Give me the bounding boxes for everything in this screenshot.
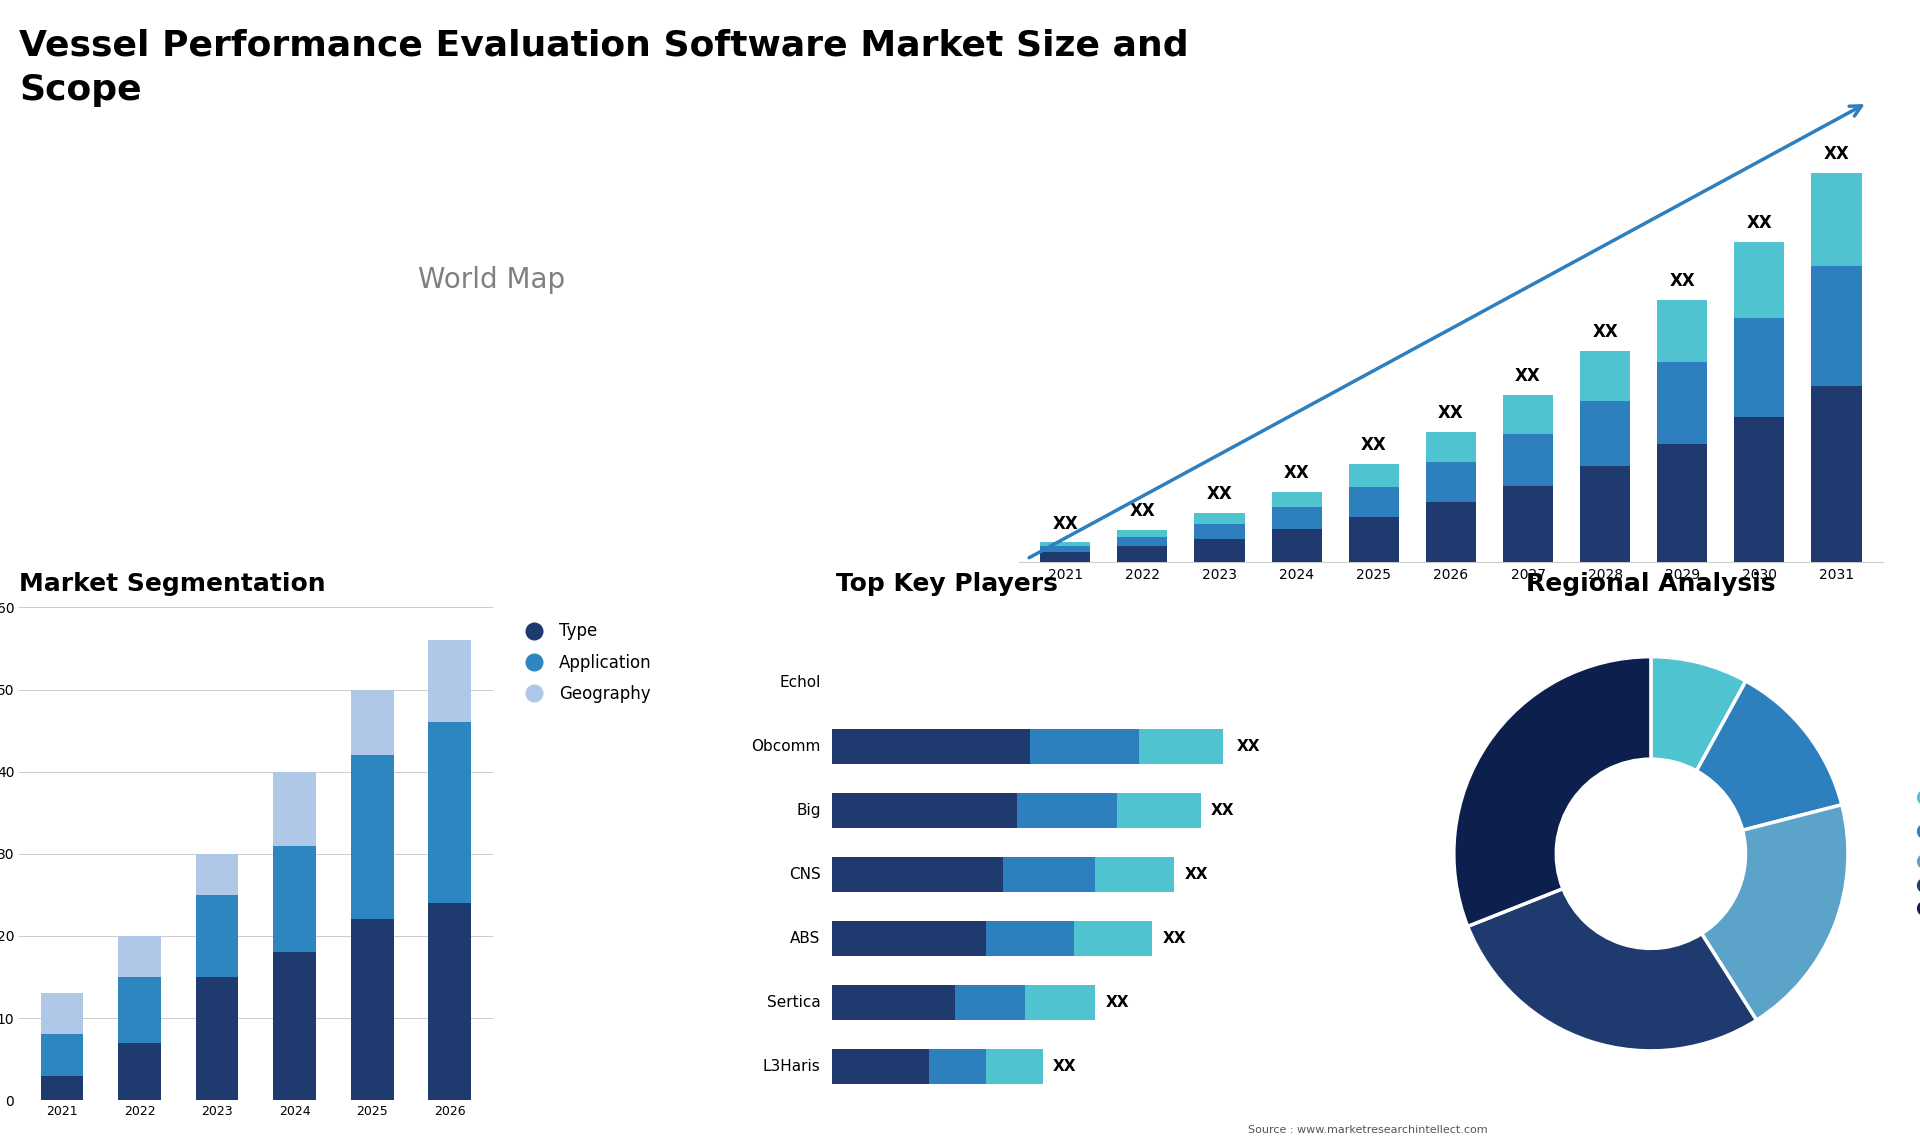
Bar xyxy=(351,755,394,919)
Bar xyxy=(273,952,317,1100)
Bar xyxy=(351,690,394,755)
Wedge shape xyxy=(1453,657,1651,926)
Bar xyxy=(40,994,83,1035)
Bar xyxy=(196,976,238,1100)
Bar xyxy=(273,846,317,952)
FancyBboxPatch shape xyxy=(833,921,985,956)
FancyBboxPatch shape xyxy=(833,1049,929,1084)
Text: Market Segmentation: Market Segmentation xyxy=(19,572,326,596)
Text: XX: XX xyxy=(1162,931,1187,947)
FancyBboxPatch shape xyxy=(833,857,1004,893)
Text: Echol: Echol xyxy=(780,675,820,690)
Bar xyxy=(428,641,470,722)
Wedge shape xyxy=(1651,657,1745,771)
Text: Vessel Performance Evaluation Software Market Size and
Scope: Vessel Performance Evaluation Software M… xyxy=(19,29,1188,108)
Bar xyxy=(40,1035,83,1075)
Title: Top Key Players: Top Key Players xyxy=(835,572,1058,596)
Legend: Latin America, Middle East &
Africa, Asia Pacific, Europe, North America: Latin America, Middle East & Africa, Asi… xyxy=(1905,786,1920,921)
Text: ABS: ABS xyxy=(791,931,820,947)
Bar xyxy=(119,976,161,1043)
Bar xyxy=(40,1075,83,1100)
FancyBboxPatch shape xyxy=(1025,984,1096,1020)
Text: L3Haris: L3Haris xyxy=(762,1059,820,1074)
FancyBboxPatch shape xyxy=(985,1049,1043,1084)
Text: CNS: CNS xyxy=(789,868,820,882)
FancyBboxPatch shape xyxy=(1117,793,1200,829)
Bar xyxy=(196,895,238,976)
Text: XX: XX xyxy=(1185,868,1208,882)
Text: Big: Big xyxy=(797,803,820,818)
Bar xyxy=(273,771,317,846)
FancyBboxPatch shape xyxy=(985,921,1073,956)
Bar xyxy=(196,854,238,895)
FancyBboxPatch shape xyxy=(1096,857,1175,893)
Bar xyxy=(119,1043,161,1100)
Text: Obcomm: Obcomm xyxy=(751,739,820,754)
Text: Sertica: Sertica xyxy=(766,995,820,1010)
Wedge shape xyxy=(1701,804,1849,1020)
Text: XX: XX xyxy=(1106,995,1129,1010)
FancyBboxPatch shape xyxy=(833,729,1029,764)
Wedge shape xyxy=(1467,888,1757,1051)
Bar xyxy=(428,722,470,903)
Legend: Type, Application, Geography: Type, Application, Geography xyxy=(511,615,659,709)
FancyBboxPatch shape xyxy=(1139,729,1227,764)
FancyBboxPatch shape xyxy=(954,984,1025,1020)
Bar xyxy=(351,919,394,1100)
FancyBboxPatch shape xyxy=(1073,921,1152,956)
Text: XX: XX xyxy=(1210,803,1235,818)
FancyBboxPatch shape xyxy=(833,793,1016,829)
Wedge shape xyxy=(1697,681,1841,830)
Text: World Map: World Map xyxy=(419,267,564,295)
FancyBboxPatch shape xyxy=(1004,857,1096,893)
FancyBboxPatch shape xyxy=(1016,793,1117,829)
Title: Regional Analysis: Regional Analysis xyxy=(1526,572,1776,596)
Bar xyxy=(428,903,470,1100)
FancyBboxPatch shape xyxy=(1029,729,1139,764)
Text: Source : www.marketresearchintellect.com: Source : www.marketresearchintellect.com xyxy=(1248,1124,1488,1135)
FancyBboxPatch shape xyxy=(833,984,954,1020)
Text: XX: XX xyxy=(1236,739,1260,754)
Bar xyxy=(119,936,161,976)
FancyBboxPatch shape xyxy=(929,1049,985,1084)
Text: XX: XX xyxy=(1052,1059,1077,1074)
